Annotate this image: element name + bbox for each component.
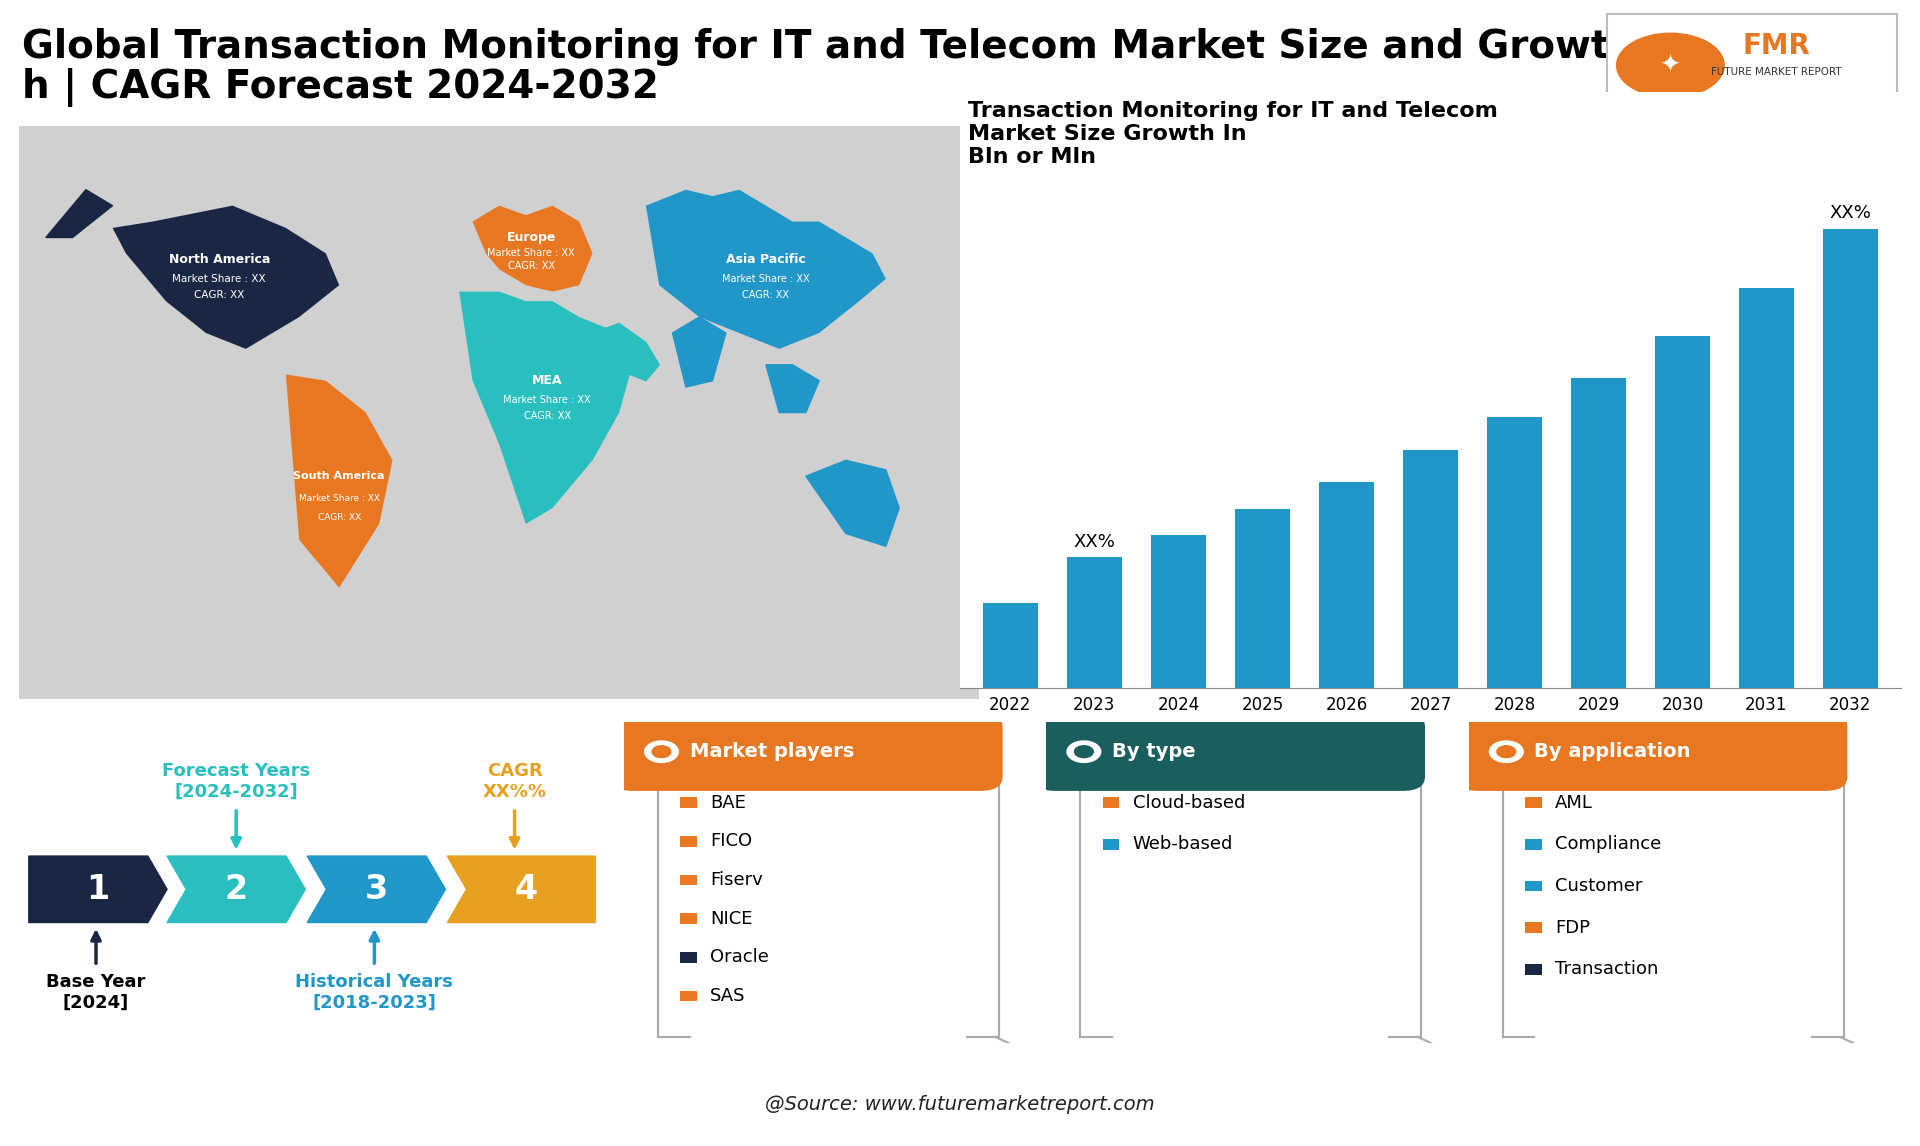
Text: By application: By application bbox=[1534, 743, 1692, 761]
FancyBboxPatch shape bbox=[680, 990, 697, 1002]
Text: @Source: www.futuremarketreport.com: @Source: www.futuremarketreport.com bbox=[766, 1094, 1154, 1114]
Bar bbox=[1068, 557, 1121, 688]
Text: CAGR: XX: CAGR: XX bbox=[317, 513, 361, 523]
Text: Market players: Market players bbox=[689, 743, 854, 761]
FancyBboxPatch shape bbox=[680, 798, 697, 808]
Circle shape bbox=[1490, 741, 1523, 762]
FancyBboxPatch shape bbox=[1524, 880, 1542, 892]
Circle shape bbox=[1498, 746, 1515, 758]
Bar bbox=[1655, 336, 1709, 688]
Polygon shape bbox=[46, 190, 113, 237]
FancyBboxPatch shape bbox=[1524, 923, 1542, 933]
Text: Customer: Customer bbox=[1555, 877, 1642, 895]
Polygon shape bbox=[645, 190, 885, 348]
Text: 3: 3 bbox=[365, 873, 388, 905]
Text: Market Share : XX: Market Share : XX bbox=[173, 274, 267, 284]
FancyBboxPatch shape bbox=[1455, 713, 1847, 791]
Text: North America: North America bbox=[169, 253, 271, 266]
Polygon shape bbox=[167, 856, 305, 923]
Bar bbox=[1152, 534, 1206, 688]
Text: MEA: MEA bbox=[532, 375, 563, 387]
Text: Compliance: Compliance bbox=[1555, 835, 1661, 854]
Bar bbox=[1571, 378, 1626, 688]
Circle shape bbox=[645, 741, 678, 762]
Text: Europe: Europe bbox=[507, 231, 557, 244]
Text: Cloud-based: Cloud-based bbox=[1133, 794, 1244, 811]
Bar bbox=[1488, 417, 1542, 688]
Text: XX%: XX% bbox=[1830, 204, 1872, 222]
Text: Transaction: Transaction bbox=[1555, 960, 1659, 979]
Text: By type: By type bbox=[1112, 743, 1196, 761]
Text: Forecast Years
[2024-2032]: Forecast Years [2024-2032] bbox=[161, 762, 311, 801]
Text: AML: AML bbox=[1555, 794, 1594, 811]
Bar bbox=[1740, 288, 1793, 688]
Polygon shape bbox=[766, 364, 820, 413]
Circle shape bbox=[1075, 746, 1092, 758]
Polygon shape bbox=[286, 375, 392, 588]
Bar bbox=[1824, 229, 1878, 688]
Polygon shape bbox=[459, 291, 632, 524]
Circle shape bbox=[1617, 33, 1724, 97]
Text: Historical Years
[2018-2023]: Historical Years [2018-2023] bbox=[296, 973, 453, 1012]
Text: Market Share : XX: Market Share : XX bbox=[722, 274, 810, 284]
FancyBboxPatch shape bbox=[1102, 839, 1119, 849]
FancyBboxPatch shape bbox=[1033, 713, 1425, 791]
FancyBboxPatch shape bbox=[1524, 839, 1542, 849]
Text: FMR: FMR bbox=[1741, 32, 1811, 60]
Text: 4: 4 bbox=[515, 873, 538, 905]
Polygon shape bbox=[593, 323, 659, 380]
FancyBboxPatch shape bbox=[680, 874, 697, 886]
Text: h | CAGR Forecast 2024-2032: h | CAGR Forecast 2024-2032 bbox=[21, 68, 659, 107]
Text: CAGR
XX%%: CAGR XX%% bbox=[482, 762, 547, 801]
Text: Transaction Monitoring for IT and Telecom
Market Size Growth In
Bln or Mln: Transaction Monitoring for IT and Teleco… bbox=[968, 101, 1498, 167]
Text: Global Transaction Monitoring for IT and Telecom Market Size and Growt: Global Transaction Monitoring for IT and… bbox=[21, 28, 1609, 66]
Text: Market Share : XX: Market Share : XX bbox=[503, 395, 591, 405]
Text: Base Year
[2024]: Base Year [2024] bbox=[46, 973, 146, 1012]
FancyBboxPatch shape bbox=[1524, 798, 1542, 808]
Text: Market Share : XX: Market Share : XX bbox=[300, 494, 380, 503]
Text: Market Share : XX: Market Share : XX bbox=[488, 249, 574, 258]
Bar bbox=[1319, 481, 1373, 688]
Text: 1: 1 bbox=[86, 873, 109, 905]
Text: CAGR: XX: CAGR: XX bbox=[524, 410, 570, 421]
Text: NICE: NICE bbox=[710, 910, 753, 927]
Text: Oracle: Oracle bbox=[710, 948, 770, 966]
FancyBboxPatch shape bbox=[680, 837, 697, 847]
FancyBboxPatch shape bbox=[1102, 798, 1119, 808]
Polygon shape bbox=[472, 205, 593, 291]
FancyBboxPatch shape bbox=[680, 952, 697, 963]
Bar bbox=[983, 604, 1037, 688]
FancyBboxPatch shape bbox=[680, 913, 697, 924]
Text: CAGR: XX: CAGR: XX bbox=[194, 290, 244, 300]
Text: 2: 2 bbox=[225, 873, 248, 905]
Circle shape bbox=[653, 746, 670, 758]
FancyBboxPatch shape bbox=[1607, 14, 1897, 118]
Text: Asia Pacific: Asia Pacific bbox=[726, 253, 806, 266]
Text: FDP: FDP bbox=[1555, 919, 1590, 936]
Bar bbox=[1235, 509, 1290, 688]
Text: FICO: FICO bbox=[710, 832, 753, 850]
Polygon shape bbox=[113, 205, 340, 348]
Text: CAGR: XX: CAGR: XX bbox=[743, 290, 789, 300]
Text: SAS: SAS bbox=[710, 987, 745, 1005]
Text: ✦: ✦ bbox=[1661, 54, 1680, 77]
Polygon shape bbox=[307, 856, 445, 923]
Bar bbox=[1404, 450, 1457, 688]
FancyBboxPatch shape bbox=[611, 713, 1002, 791]
Circle shape bbox=[1068, 741, 1100, 762]
Polygon shape bbox=[447, 856, 595, 923]
Polygon shape bbox=[29, 856, 167, 923]
Text: Web-based: Web-based bbox=[1133, 835, 1233, 854]
FancyBboxPatch shape bbox=[1524, 964, 1542, 974]
Polygon shape bbox=[672, 317, 726, 387]
Text: FUTURE MARKET REPORT: FUTURE MARKET REPORT bbox=[1711, 68, 1841, 77]
Text: South America: South America bbox=[294, 471, 384, 481]
Text: Fiserv: Fiserv bbox=[710, 871, 762, 889]
Text: XX%: XX% bbox=[1073, 533, 1116, 550]
Text: BAE: BAE bbox=[710, 794, 747, 811]
Polygon shape bbox=[806, 461, 899, 547]
Text: CAGR: XX: CAGR: XX bbox=[507, 261, 555, 272]
